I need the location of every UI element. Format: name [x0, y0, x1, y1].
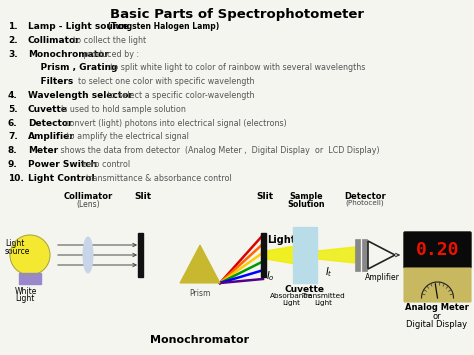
Text: Detector: Detector [344, 192, 386, 201]
Text: 2.: 2. [8, 36, 18, 45]
Text: Collimator: Collimator [28, 36, 81, 45]
Text: Light: Light [15, 294, 35, 303]
Text: 5.: 5. [8, 105, 18, 114]
Text: (Lens): (Lens) [76, 200, 100, 209]
Text: to amplify the electrical signal: to amplify the electrical signal [64, 132, 189, 141]
Text: transmittance & absorbance control: transmittance & absorbance control [81, 174, 231, 183]
Text: $I_t$: $I_t$ [325, 265, 333, 279]
Text: 8.: 8. [8, 146, 18, 155]
Text: source: source [5, 247, 30, 256]
Text: Amplifier: Amplifier [365, 273, 400, 282]
Text: Sample: Sample [289, 192, 323, 201]
Bar [355, 239, 360, 271]
Bar [138, 233, 143, 277]
Text: or: or [433, 312, 441, 321]
Text: 10.: 10. [8, 174, 24, 183]
Text: Light Control: Light Control [28, 174, 95, 183]
Bar [362, 239, 367, 271]
Bar [19, 273, 41, 284]
Text: Detector: Detector [28, 119, 73, 127]
Text: 0.20: 0.20 [416, 241, 459, 259]
Text: 7.: 7. [8, 132, 18, 141]
Text: Basic Parts of Spectrophotometer: Basic Parts of Spectrophotometer [110, 8, 364, 21]
Text: 4.: 4. [8, 91, 18, 100]
Text: zero control: zero control [77, 160, 130, 169]
Text: Monochromator: Monochromator [28, 50, 109, 59]
Text: White: White [15, 287, 37, 296]
Text: 6.: 6. [8, 119, 18, 127]
Text: Digital Display: Digital Display [406, 320, 467, 329]
Text: Transmitted: Transmitted [301, 293, 345, 299]
Text: Monochromator: Monochromator [150, 335, 250, 345]
Text: Wavelength selector: Wavelength selector [28, 91, 133, 100]
Text: Collimator: Collimator [64, 192, 113, 201]
Ellipse shape [83, 237, 93, 273]
Text: Lamp - Light source: Lamp - Light source [28, 22, 129, 31]
Text: (Photocell): (Photocell) [346, 200, 384, 207]
FancyBboxPatch shape [404, 232, 471, 268]
Text: produced by :: produced by : [81, 50, 139, 59]
Text: convert (light) photons into electrical signal (electrons): convert (light) photons into electrical … [60, 119, 287, 127]
Text: 9.: 9. [8, 160, 18, 169]
Text: shows the data from detector  (Analog Meter ,  Digital Display  or  LCD Display): shows the data from detector (Analog Met… [48, 146, 380, 155]
Text: Solution: Solution [287, 200, 325, 209]
Text: 1.: 1. [8, 22, 18, 31]
Polygon shape [266, 246, 295, 264]
Text: Light: Light [314, 300, 332, 306]
Text: (Tungsten Halogen Lamp): (Tungsten Halogen Lamp) [105, 22, 219, 31]
Text: $I_o$: $I_o$ [266, 269, 275, 283]
Text: 3.: 3. [8, 50, 18, 59]
Text: Light: Light [282, 300, 300, 306]
Text: Light: Light [267, 235, 295, 245]
Text: to select a specific color-wavelength: to select a specific color-wavelength [105, 91, 255, 100]
Polygon shape [180, 245, 220, 283]
Bar [293, 227, 317, 283]
Bar [261, 233, 266, 277]
Text: :to split white light to color of rainbow with several wavelengths: :to split white light to color of rainbo… [105, 64, 365, 72]
Text: Slit: Slit [256, 192, 273, 201]
Text: Power Switch: Power Switch [28, 160, 97, 169]
Text: Slit: Slit [135, 192, 152, 201]
Text: Absorbance: Absorbance [270, 293, 312, 299]
Text: Meter: Meter [28, 146, 58, 155]
Text: Is used to hold sample solution: Is used to hold sample solution [56, 105, 186, 114]
Polygon shape [317, 247, 355, 263]
Text: to collect the light: to collect the light [69, 36, 146, 45]
Text: Filters: Filters [28, 77, 73, 86]
Text: Analog Meter: Analog Meter [405, 303, 469, 312]
FancyBboxPatch shape [404, 268, 471, 302]
Text: Amplifier: Amplifier [28, 132, 75, 141]
Circle shape [10, 235, 50, 275]
Text: Prism: Prism [189, 289, 210, 298]
Text: Cuvette: Cuvette [285, 285, 325, 294]
Text: Cuvette: Cuvette [28, 105, 68, 114]
Text: to select one color with specific wavelength: to select one color with specific wavele… [73, 77, 254, 86]
Text: Prism , Grating: Prism , Grating [28, 64, 118, 72]
Text: Light: Light [5, 239, 24, 248]
